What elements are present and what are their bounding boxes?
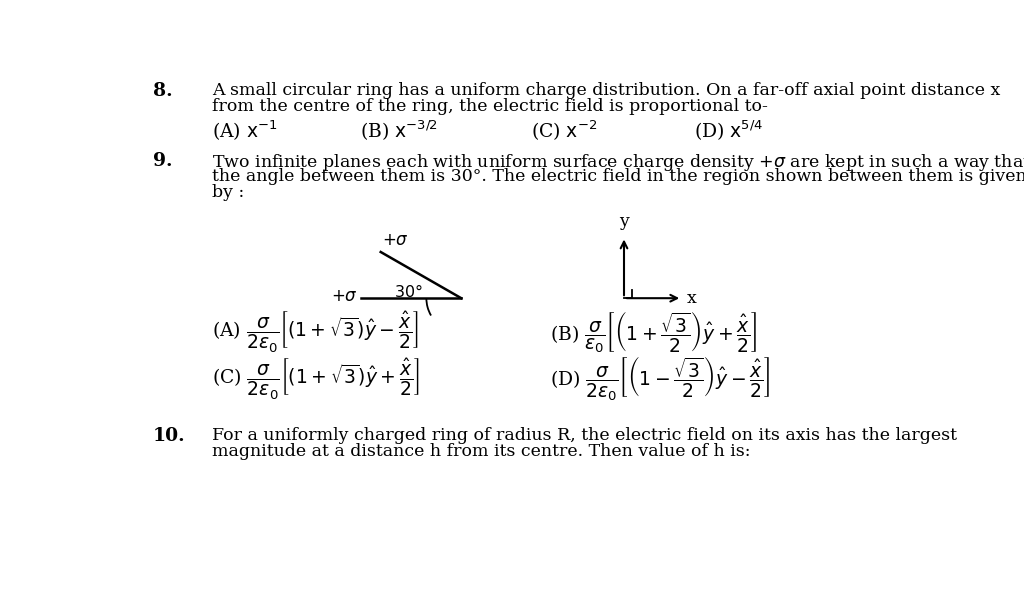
Text: $+\sigma$: $+\sigma$	[382, 232, 410, 249]
Text: y: y	[620, 214, 629, 230]
Text: magnitude at a distance h from its centre. Then value of h is:: magnitude at a distance h from its centr…	[212, 443, 751, 460]
Text: (A) $\dfrac{\sigma}{2\epsilon_0}\left[(1+\sqrt{3})\hat{y} - \dfrac{\hat{x}}{2}\r: (A) $\dfrac{\sigma}{2\epsilon_0}\left[(1…	[212, 310, 419, 355]
Text: Two infinite planes each with uniform surface charge density $+\sigma$ are kept : Two infinite planes each with uniform su…	[212, 152, 1024, 173]
Text: (C) $\mathrm{x}^{-2}$: (C) $\mathrm{x}^{-2}$	[531, 119, 597, 143]
Text: by :: by :	[212, 184, 244, 201]
Text: For a uniformly charged ring of radius R, the electric field on its axis has the: For a uniformly charged ring of radius R…	[212, 427, 956, 444]
Text: from the centre of the ring, the electric field is proportional to-: from the centre of the ring, the electri…	[212, 98, 768, 115]
Text: (C) $\dfrac{\sigma}{2\epsilon_0}\left[(1+\sqrt{3})\hat{y} + \dfrac{\hat{x}}{2}\r: (C) $\dfrac{\sigma}{2\epsilon_0}\left[(1…	[212, 356, 420, 401]
Text: (B) $\mathrm{x}^{-3/2}$: (B) $\mathrm{x}^{-3/2}$	[360, 119, 438, 143]
Text: 10.: 10.	[153, 427, 185, 445]
Text: the angle between them is 30°. The electric field in the region shown between th: the angle between them is 30°. The elect…	[212, 168, 1024, 185]
Text: (B) $\dfrac{\sigma}{\epsilon_0}\left[\left(1+\dfrac{\sqrt{3}}{2}\right)\hat{y} +: (B) $\dfrac{\sigma}{\epsilon_0}\left[\le…	[550, 310, 758, 355]
Text: (D) $\dfrac{\sigma}{2\epsilon_0}\left[\left(1-\dfrac{\sqrt{3}}{2}\right)\hat{y} : (D) $\dfrac{\sigma}{2\epsilon_0}\left[\l…	[550, 355, 771, 403]
Text: (A) $\mathrm{x}^{-1}$: (A) $\mathrm{x}^{-1}$	[212, 119, 278, 143]
Text: $+\sigma$: $+\sigma$	[331, 288, 357, 305]
Text: x: x	[687, 289, 696, 307]
Text: A small circular ring has a uniform charge distribution. On a far-off axial poin: A small circular ring has a uniform char…	[212, 82, 1000, 99]
Text: 9.: 9.	[153, 152, 172, 170]
Text: (D) $\mathrm{x}^{5/4}$: (D) $\mathrm{x}^{5/4}$	[693, 119, 763, 143]
Text: 8.: 8.	[153, 82, 172, 100]
Text: $30°$: $30°$	[393, 284, 423, 301]
